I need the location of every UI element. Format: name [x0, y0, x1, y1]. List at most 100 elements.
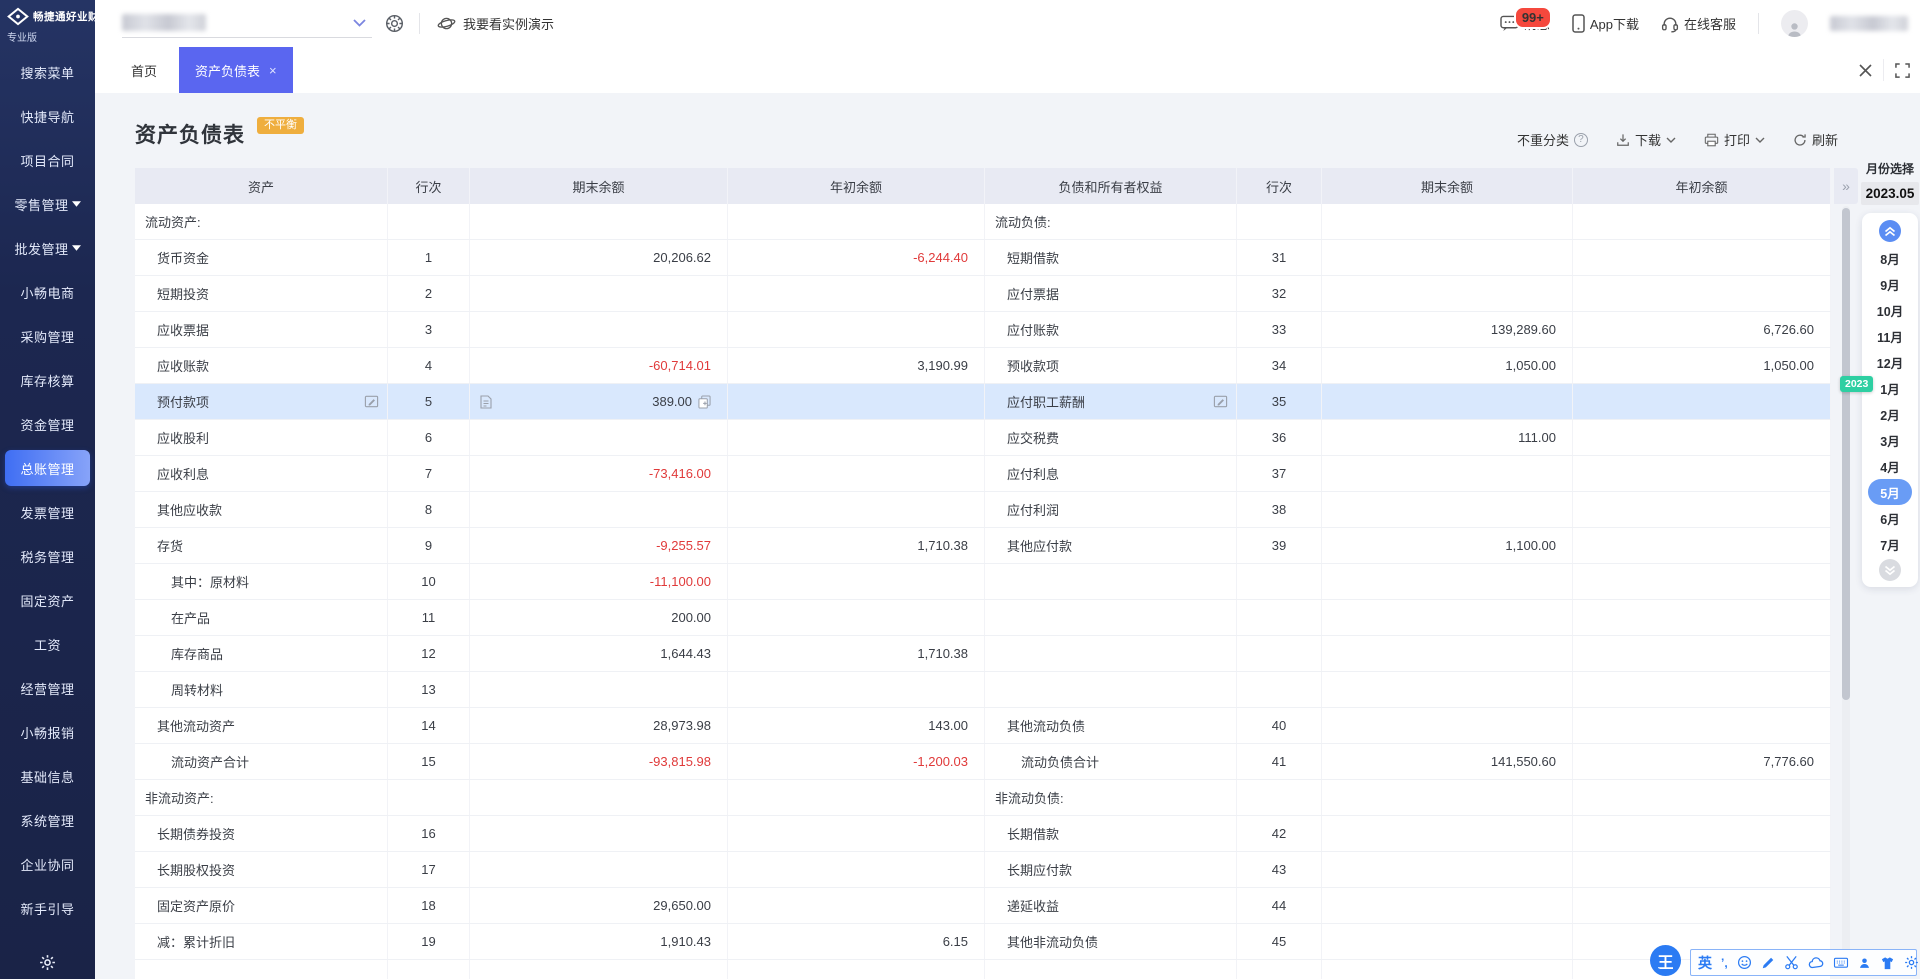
month-option[interactable]: 6月 — [1880, 512, 1900, 527]
gear-icon[interactable] — [385, 14, 404, 33]
scrollbar-thumb[interactable] — [1842, 208, 1850, 700]
month-option[interactable]: 12月 — [1876, 356, 1904, 371]
smiley-icon[interactable] — [1737, 955, 1752, 970]
tab-2[interactable]: 资产负债表 × — [179, 47, 293, 93]
download-button[interactable]: 下载 — [1616, 130, 1676, 149]
table-row[interactable]: 预付款项 5 389.00 应付职工薪酬 35 — [135, 384, 1831, 420]
close-icon[interactable] — [1847, 47, 1883, 93]
ime-language-toggle[interactable]: 英 — [1698, 954, 1712, 971]
table-row[interactable] — [135, 960, 1831, 979]
toolbar-label: 刷新 — [1811, 133, 1838, 148]
sidebar-item-20[interactable]: 新手引导 — [0, 886, 95, 930]
table-row[interactable]: 应收股利 6 应交税费 36 111.00 — [135, 420, 1831, 456]
current-period[interactable]: 2023.05 — [1861, 182, 1919, 205]
sidebar-item-10[interactable]: 总账管理 — [5, 450, 90, 486]
asset-ending-balance-cell: -73,416.00 — [470, 456, 728, 491]
table-row[interactable]: 在产品 11 200.00 — [135, 600, 1831, 636]
table-row[interactable]: 其他应收款 8 应付利润 38 — [135, 492, 1831, 528]
sidebar-item-17[interactable]: 基础信息 — [0, 754, 95, 798]
table-row[interactable]: 长期股权投资 17 长期应付款 43 — [135, 852, 1831, 888]
table-row[interactable]: 应收利息 7 -73,416.00 应付利息 37 — [135, 456, 1831, 492]
tab-close-icon[interactable]: × — [269, 62, 277, 78]
scroll-up-icon[interactable] — [1879, 220, 1901, 242]
skin-icon[interactable] — [1880, 956, 1895, 970]
table-row[interactable]: 货币资金 1 20,206.62 -6,244.40 短期借款 31 — [135, 240, 1831, 276]
user-avatar[interactable] — [1781, 10, 1808, 37]
sidebar-item-3[interactable]: 项目合同 — [0, 138, 95, 182]
user-name-blurred[interactable] — [1830, 16, 1908, 31]
month-option[interactable]: 7月 — [1880, 538, 1900, 553]
sidebar-item-14[interactable]: 工资 — [0, 622, 95, 666]
sidebar-item-15[interactable]: 经营管理 — [0, 666, 95, 710]
sidebar-item-6[interactable]: 小畅电商 — [0, 270, 95, 314]
table-row[interactable]: 短期投资 2 应付票据 32 — [135, 276, 1831, 312]
demo-link[interactable]: 我要看实例演示 — [437, 0, 554, 47]
pencil-icon[interactable] — [1761, 956, 1775, 970]
month-option[interactable]: 5月 — [1868, 479, 1912, 505]
help-circle-icon[interactable]: ? — [1573, 132, 1588, 147]
sidebar-item-4[interactable]: 零售管理 — [0, 182, 95, 226]
month-option[interactable]: 10月 — [1876, 304, 1904, 319]
table-row[interactable]: 存货 9 -9,255.57 1,710.38 其他应付款 39 1,100.00 — [135, 528, 1831, 564]
sidebar-item-12[interactable]: 税务管理 — [0, 534, 95, 578]
sidebar-item-1[interactable]: 搜索菜单 — [0, 50, 95, 94]
month-option[interactable]: 3月 — [1880, 434, 1900, 449]
collapse-panel-handle[interactable]: » — [1834, 168, 1858, 204]
messages-button[interactable]: 消息 99+ — [1500, 6, 1552, 33]
sidebar-item-9[interactable]: 资金管理 — [0, 402, 95, 446]
table-row[interactable]: 固定资产原价 18 29,650.00 递延收益 44 — [135, 888, 1831, 924]
sidebar-item-16[interactable]: 小畅报销 — [0, 710, 95, 754]
month-option[interactable]: 1月 — [1880, 382, 1900, 397]
asset-ending-balance-cell: 1,910.43 — [470, 924, 728, 959]
month-option[interactable]: 4月 — [1880, 460, 1900, 475]
edit-icon[interactable] — [1213, 394, 1228, 409]
gear-icon[interactable] — [1904, 955, 1919, 970]
table-row[interactable]: 应收账款 4 -60,714.01 3,190.99 预收款项 34 1,050.00 1,0… — [135, 348, 1831, 384]
liability-name-cell — [985, 564, 1237, 599]
month-option[interactable]: 8月 — [1880, 252, 1900, 267]
table-row[interactable]: 流动资产: 流动负债: — [135, 204, 1831, 240]
ime-punctuation-toggle[interactable]: ’, — [1721, 955, 1728, 970]
online-service-button[interactable]: 在线客服 — [1661, 14, 1736, 33]
company-selector[interactable] — [122, 14, 206, 31]
copy-icon[interactable] — [698, 394, 711, 409]
table-row[interactable]: 流动资产合计 15 -93,815.98 -1,200.03 流动负债合计 41 141,5… — [135, 744, 1831, 780]
document-icon[interactable] — [480, 394, 492, 409]
sidebar-item-19[interactable]: 企业协同 — [0, 842, 95, 886]
month-option[interactable]: 2月 — [1880, 408, 1900, 423]
fullscreen-icon[interactable] — [1884, 47, 1920, 93]
sidebar-item-13[interactable]: 固定资产 — [0, 578, 95, 622]
sidebar-item-11[interactable]: 发票管理 — [0, 490, 95, 534]
keyboard-icon[interactable] — [1833, 956, 1849, 969]
cloud-icon[interactable] — [1808, 956, 1824, 969]
table-row[interactable]: 周转材料 13 — [135, 672, 1831, 708]
sidebar-item-2[interactable]: 快捷导航 — [0, 94, 95, 138]
ime-logo[interactable]: 王 — [1650, 945, 1681, 976]
sidebar-item-8[interactable]: 库存核算 — [0, 358, 95, 402]
table-row[interactable]: 非流动资产: 非流动负债: — [135, 780, 1831, 816]
table-row[interactable]: 减：累计折旧 19 1,910.43 6.15 其他非流动负债 45 — [135, 924, 1831, 960]
month-option[interactable]: 11月 — [1877, 330, 1903, 345]
print-button[interactable]: 打印 — [1704, 130, 1765, 149]
month-option[interactable]: 9月 — [1880, 278, 1900, 293]
table-row[interactable]: 库存商品 12 1,644.43 1,710.38 — [135, 636, 1831, 672]
asset-beginning-balance-cell — [728, 852, 985, 887]
refresh-button[interactable]: 刷新 — [1793, 130, 1838, 149]
scissors-icon[interactable] — [1784, 955, 1799, 970]
table-row[interactable]: 应收票据 3 应付账款 33 139,289.60 6,726.60 — [135, 312, 1831, 348]
edit-icon[interactable] — [364, 394, 379, 409]
sidebar-item-18[interactable]: 系统管理 — [0, 798, 95, 842]
sidebar-settings-gear-icon[interactable] — [39, 954, 56, 971]
tab-1[interactable]: 首页 — [109, 47, 179, 93]
scroll-down-icon[interactable] — [1879, 559, 1901, 581]
chevron-down-icon[interactable] — [353, 19, 366, 27]
table-row[interactable]: 长期债券投资 16 长期借款 42 — [135, 816, 1831, 852]
beginning-balance-value: 6,726.60 — [1763, 322, 1814, 337]
sidebar-item-5[interactable]: 批发管理 — [0, 226, 95, 270]
reclassify-button[interactable]: 不重分类? — [1517, 130, 1588, 149]
table-row[interactable]: 其中：原材料 10 -11,100.00 — [135, 564, 1831, 600]
user-icon[interactable] — [1858, 956, 1871, 970]
sidebar-item-7[interactable]: 采购管理 — [0, 314, 95, 358]
app-download-button[interactable]: App下载 — [1572, 14, 1639, 33]
table-row[interactable]: 其他流动资产 14 28,973.98 143.00 其他流动负债 40 — [135, 708, 1831, 744]
